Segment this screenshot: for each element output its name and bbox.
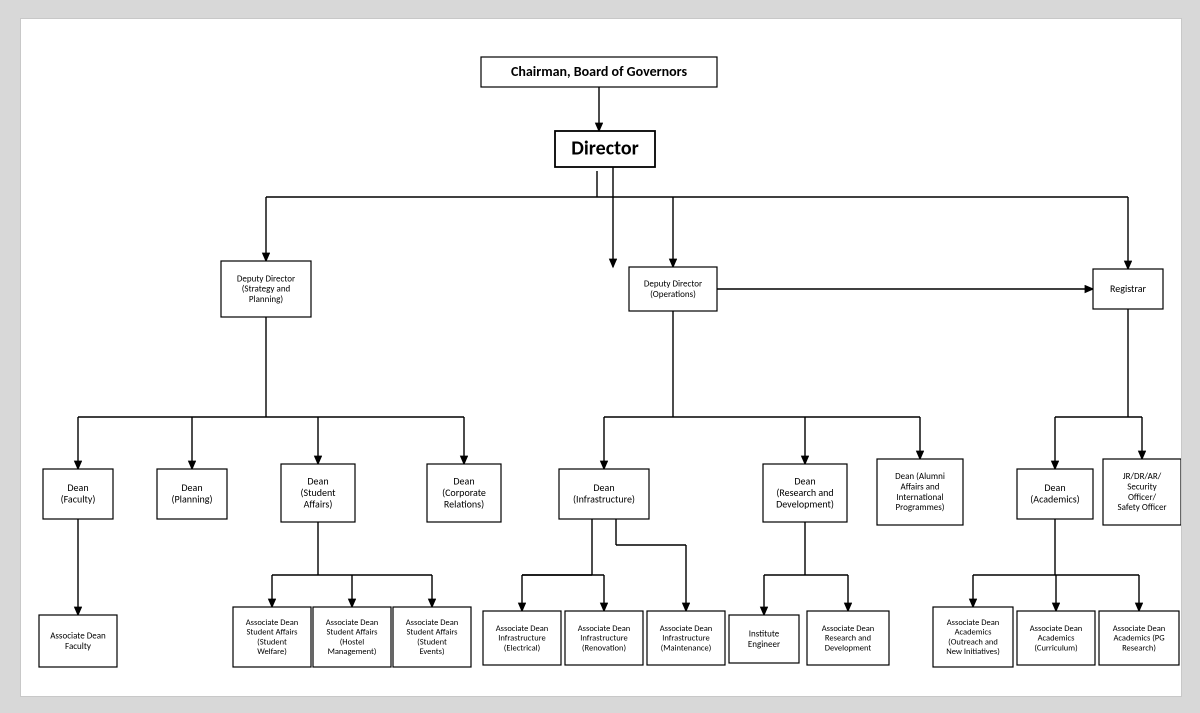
svg-text:(Student: (Student	[257, 637, 287, 647]
svg-text:(Electrical): (Electrical)	[504, 643, 540, 653]
svg-text:Research and: Research and	[825, 634, 871, 644]
node-ad_in_e: Associate DeanInfrastructure(Electrical)	[483, 611, 561, 665]
svg-text:Affairs): Affairs)	[304, 497, 333, 510]
svg-text:Engineer: Engineer	[748, 639, 780, 650]
svg-text:Associate Dean: Associate Dean	[947, 618, 1000, 628]
node-ad_sa_w: Associate DeanStudent Affairs(StudentWel…	[233, 607, 311, 667]
node-registrar: Registrar	[1093, 269, 1163, 309]
node-dean_rnd: Dean(Research andDevelopment)	[763, 464, 847, 522]
svg-text:Infrastructure: Infrastructure	[580, 634, 628, 644]
svg-text:Associate Dean: Associate Dean	[406, 618, 459, 628]
svg-text:Events): Events)	[419, 647, 444, 657]
svg-text:Development: Development	[825, 643, 872, 653]
svg-text:Programmes): Programmes)	[896, 502, 945, 513]
org-chart: Chairman, Board of Governors Director Depu…	[21, 19, 1181, 696]
node-dean_plan: Dean(Planning)	[157, 469, 227, 519]
svg-text:Welfare): Welfare)	[257, 647, 287, 657]
node-dd_ops: Deputy Director(Operations)	[629, 267, 717, 311]
svg-text:Academics: Academics	[955, 628, 993, 638]
svg-text:Deputy Director: Deputy Director	[237, 273, 295, 284]
node-ad_sa_h: Associate DeanStudent Affairs(HostelMana…	[313, 607, 391, 667]
svg-text:Relations): Relations)	[444, 497, 484, 510]
svg-text:Student Affairs: Student Affairs	[327, 628, 379, 638]
svg-text:Research): Research)	[1122, 643, 1156, 653]
node-dean_acad: Dean(Academics)	[1017, 469, 1093, 519]
svg-text:Safety Officer: Safety Officer	[1117, 502, 1166, 513]
svg-text:Student Affairs: Student Affairs	[407, 628, 459, 638]
svg-text:(Renovation): (Renovation)	[582, 643, 626, 653]
node-ad_ac_p: Associate DeanAcademics (PGResearch)	[1099, 611, 1179, 665]
node-ad_ac_o: Associate DeanAcademics(Outreach andNew …	[933, 607, 1013, 667]
node-inst_eng: InstituteEngineer	[729, 615, 799, 663]
node-dean_corp: Dean(CorporateRelations)	[427, 464, 501, 522]
svg-text:Associate Dean: Associate Dean	[660, 624, 713, 634]
node-dean_sa: Dean(StudentAffairs)	[281, 464, 355, 522]
svg-text:Development): Development)	[776, 497, 834, 510]
svg-text:Student Affairs: Student Affairs	[247, 628, 299, 638]
svg-text:New Initiatives): New Initiatives)	[946, 647, 1000, 657]
svg-text:Planning): Planning)	[249, 294, 284, 305]
node-ad_fac: Associate DeanFaculty	[39, 615, 117, 667]
svg-text:Faculty: Faculty	[65, 641, 92, 652]
svg-text:(Operations): (Operations)	[650, 289, 696, 300]
svg-text:(Maintenance): (Maintenance)	[661, 643, 712, 653]
svg-text:Associate Dean: Associate Dean	[50, 630, 106, 641]
svg-text:(Curriculum): (Curriculum)	[1034, 643, 1077, 653]
node-ad_in_r: Associate DeanInfrastructure(Renovation)	[565, 611, 643, 665]
svg-text:(Planning): (Planning)	[171, 493, 212, 506]
svg-text:Security: Security	[1127, 481, 1157, 492]
svg-text:Affairs and: Affairs and	[901, 481, 940, 492]
node-dean_infra: Dean(Infrastructure)	[559, 469, 649, 519]
svg-text:Academics: Academics	[1038, 634, 1076, 644]
svg-text:Academics (PG: Academics (PG	[1113, 634, 1164, 644]
diagram-sheet: Chairman, Board of Governors Director Depu…	[20, 18, 1182, 697]
svg-text:Registrar: Registrar	[1110, 282, 1146, 295]
node-dean_fac: Dean(Faculty)	[43, 469, 113, 519]
node-dean_alum: Dean (AlumniAffairs andInternationalProg…	[877, 459, 963, 525]
svg-text:Director: Director	[571, 136, 638, 160]
svg-text:(Student: (Student	[417, 637, 447, 647]
svg-text:Associate Dean: Associate Dean	[822, 624, 875, 634]
node-ad_in_m: Associate DeanInfrastructure(Maintenance…	[647, 611, 725, 665]
node-chairman: Chairman, Board of Governors	[481, 57, 717, 87]
svg-text:(Strategy and: (Strategy and	[242, 284, 291, 295]
node-jrdr: JR/DR/AR/SecurityOfficer/Safety Officer	[1103, 459, 1181, 525]
node-dd_strat: Deputy Director(Strategy andPlanning)	[221, 261, 311, 317]
svg-text:(Academics): (Academics)	[1030, 493, 1079, 506]
page: Chairman, Board of Governors Director Depu…	[0, 0, 1200, 713]
svg-text:Institute: Institute	[749, 628, 780, 639]
svg-text:Infrastructure: Infrastructure	[498, 634, 546, 644]
svg-text:(Outreach and: (Outreach and	[948, 637, 998, 647]
node-ad_ac_c: Associate DeanAcademics(Curriculum)	[1017, 611, 1095, 665]
node-director: Director	[555, 131, 655, 167]
node-ad_rnd: Associate DeanResearch andDevelopment	[807, 611, 889, 665]
svg-text:Dean (Alumni: Dean (Alumni	[895, 471, 945, 482]
svg-text:Deputy Director: Deputy Director	[644, 278, 702, 289]
svg-text:Chairman, Board of Governors: Chairman, Board of Governors	[511, 63, 687, 80]
svg-text:JR/DR/AR/: JR/DR/AR/	[1123, 471, 1162, 482]
node-ad_sa_e: Associate DeanStudent Affairs(StudentEve…	[393, 607, 471, 667]
svg-text:Associate Dean: Associate Dean	[1030, 624, 1083, 634]
svg-text:(Hostel: (Hostel	[340, 637, 365, 647]
svg-text:Management): Management)	[328, 647, 377, 657]
svg-text:Officer/: Officer/	[1128, 492, 1157, 503]
svg-text:(Infrastructure): (Infrastructure)	[573, 493, 635, 506]
svg-text:Associate Dean: Associate Dean	[578, 624, 631, 634]
svg-text:(Faculty): (Faculty)	[61, 493, 96, 506]
svg-text:Associate Dean: Associate Dean	[1113, 624, 1166, 634]
svg-text:Associate Dean: Associate Dean	[246, 618, 299, 628]
svg-text:International: International	[896, 492, 943, 503]
svg-text:Associate Dean: Associate Dean	[496, 624, 549, 634]
svg-text:Infrastructure: Infrastructure	[662, 634, 710, 644]
svg-text:Associate Dean: Associate Dean	[326, 618, 379, 628]
